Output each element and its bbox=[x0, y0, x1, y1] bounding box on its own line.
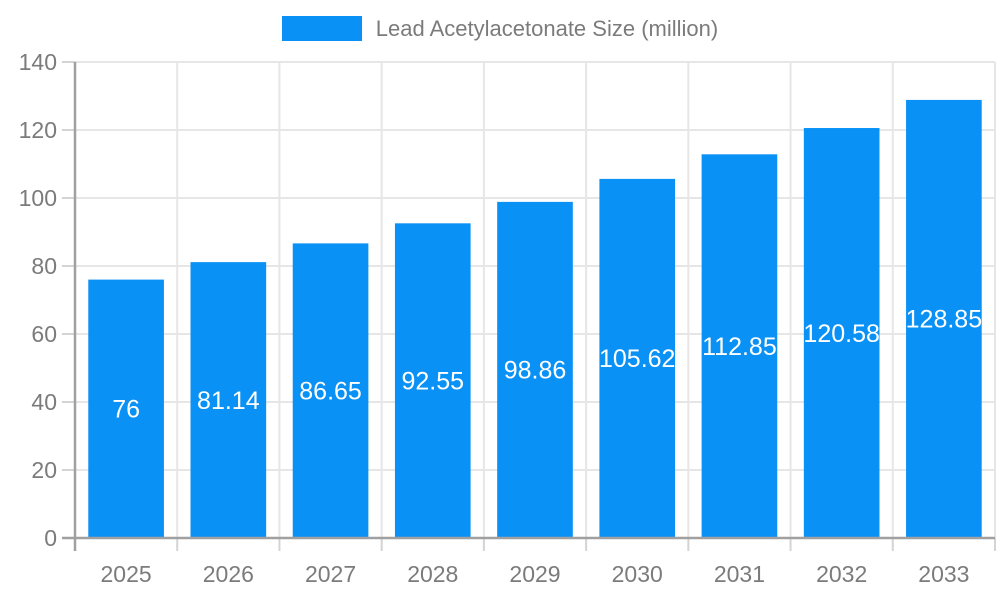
bar-2031[interactable] bbox=[701, 154, 778, 538]
bar-2026[interactable] bbox=[190, 262, 267, 538]
x-axis-tick-label-2030: 2030 bbox=[612, 561, 663, 587]
x-axis-tick-label-2025: 2025 bbox=[101, 561, 152, 587]
bar-2032[interactable] bbox=[803, 128, 880, 538]
x-axis-tick-label-2027: 2027 bbox=[305, 561, 356, 587]
legend-swatch[interactable] bbox=[281, 16, 362, 41]
bar-value-label-2028: 92.55 bbox=[401, 367, 464, 395]
y-axis-tick-label-20: 20 bbox=[31, 457, 57, 483]
bar-2029[interactable] bbox=[497, 201, 573, 538]
x-axis-tick-label-2029: 2029 bbox=[509, 561, 560, 587]
bar-value-label-2030: 105.62 bbox=[599, 345, 675, 373]
bar-2025[interactable] bbox=[88, 279, 164, 538]
bar-2030[interactable] bbox=[599, 178, 676, 538]
bar-value-label-2029: 98.86 bbox=[504, 357, 567, 385]
chart-legend[interactable]: Lead Acetylacetonate Size (million) bbox=[0, 16, 1000, 41]
legend-label[interactable]: Lead Acetylacetonate Size (million) bbox=[375, 16, 719, 41]
y-axis-tick-label-40: 40 bbox=[31, 389, 57, 415]
x-axis-tick-label-2026: 2026 bbox=[203, 561, 254, 587]
bar-value-label-2025: 76 bbox=[112, 396, 140, 424]
y-axis-tick-label-60: 60 bbox=[31, 321, 57, 347]
x-axis-tick-label-2032: 2032 bbox=[816, 561, 867, 587]
y-axis-tick-label-80: 80 bbox=[31, 253, 57, 279]
y-axis-tick-label-140: 140 bbox=[19, 49, 57, 75]
bar-value-label-2032: 120.58 bbox=[803, 320, 879, 348]
bar-value-label-2033: 128.85 bbox=[906, 306, 982, 334]
x-axis-tick-label-2028: 2028 bbox=[407, 561, 458, 587]
bar-2033[interactable] bbox=[906, 99, 982, 538]
bar-2028[interactable] bbox=[394, 223, 471, 538]
y-axis-tick-label-120: 120 bbox=[19, 117, 57, 143]
y-axis-tick-label-100: 100 bbox=[19, 185, 57, 211]
bar-value-label-2026: 81.14 bbox=[197, 387, 260, 415]
y-axis-tick-label-0: 0 bbox=[44, 525, 57, 551]
bar-value-label-2027: 86.65 bbox=[299, 377, 362, 405]
x-axis-tick-label-2031: 2031 bbox=[714, 561, 765, 587]
bar-value-label-2031: 112.85 bbox=[702, 333, 777, 361]
x-axis-tick-label-2033: 2033 bbox=[918, 561, 969, 587]
bar-2027[interactable] bbox=[292, 243, 369, 538]
